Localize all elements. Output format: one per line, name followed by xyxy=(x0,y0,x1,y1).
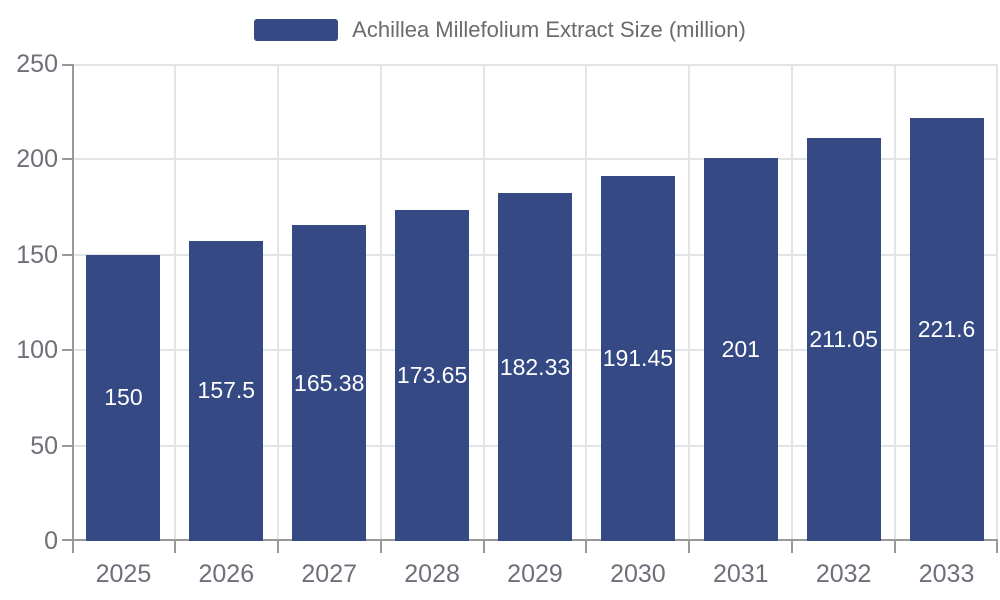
plot-area: 0 50 100 150 200 250 150 2025 157.5 2026 165.38 202… xyxy=(16,50,998,588)
legend-swatch-icon xyxy=(254,19,339,41)
gridline-x xyxy=(688,64,691,541)
bar-value-label: 221.6 xyxy=(917,316,976,343)
bar-value-label: 157.5 xyxy=(197,377,256,404)
gridline-x xyxy=(996,64,998,541)
x-axis-label: 2030 xyxy=(610,560,666,588)
bar-2030[interactable]: 191.45 xyxy=(600,175,675,541)
y-axis-tick xyxy=(62,158,72,161)
bar-2031[interactable]: 201 xyxy=(703,157,778,541)
bar-2029[interactable]: 182.33 xyxy=(498,193,572,541)
y-axis-tick xyxy=(62,539,72,541)
y-axis-label: 250 xyxy=(16,50,58,78)
bar-value-label: 211.05 xyxy=(809,326,878,353)
bar-2027[interactable]: 165.38 xyxy=(292,225,367,541)
x-axis-label: 2029 xyxy=(507,560,563,588)
bar-2025[interactable]: 150 xyxy=(86,254,161,541)
bar-2032[interactable]: 211.05 xyxy=(806,138,881,541)
y-axis-tick xyxy=(62,444,72,447)
x-axis-tick xyxy=(72,541,74,553)
x-axis-label: 2032 xyxy=(815,560,872,588)
bar-value-label: 191.45 xyxy=(602,344,674,371)
gridline-y xyxy=(72,158,998,161)
x-axis-tick xyxy=(379,541,382,553)
x-axis-label: 2027 xyxy=(301,560,358,588)
gridline-x xyxy=(276,64,279,541)
x-axis-tick xyxy=(585,541,588,553)
x-axis-tick xyxy=(688,541,691,553)
gridline-x xyxy=(894,64,897,541)
y-axis-tick xyxy=(62,64,72,66)
legend: Achillea Millefolium Extract Size (milli… xyxy=(0,8,1000,52)
bar-value-label: 201 xyxy=(721,335,760,362)
y-axis-label: 50 xyxy=(30,431,58,460)
x-axis-label: 2033 xyxy=(918,560,975,588)
gridline-y xyxy=(72,64,998,66)
gridline-x xyxy=(173,64,176,541)
bar-value-label: 165.38 xyxy=(294,369,365,396)
bar-2033[interactable]: 221.6 xyxy=(909,118,984,541)
gridline-x xyxy=(585,64,588,541)
y-axis-label: 200 xyxy=(16,145,58,174)
x-axis-tick xyxy=(482,541,485,553)
gridline-x xyxy=(791,64,794,541)
bar-value-label: 150 xyxy=(104,384,143,411)
y-axis-label: 0 xyxy=(44,527,58,555)
y-axis-tick xyxy=(62,349,72,352)
bar-2028[interactable]: 173.65 xyxy=(395,209,470,541)
x-axis-label: 2031 xyxy=(712,560,769,588)
x-axis-label: 2026 xyxy=(198,560,255,588)
x-axis-tick xyxy=(276,541,279,553)
x-axis-tick xyxy=(996,541,998,553)
y-axis-label: 150 xyxy=(16,240,58,269)
y-axis-label: 100 xyxy=(16,336,58,365)
x-axis-tick xyxy=(894,541,897,553)
gridline-x xyxy=(379,64,382,541)
bar-2026[interactable]: 157.5 xyxy=(189,240,264,541)
x-axis-label: 2025 xyxy=(95,560,152,588)
legend-label: Achillea Millefolium Extract Size (milli… xyxy=(352,17,746,42)
x-axis-tick xyxy=(173,541,176,553)
legend-item[interactable]: Achillea Millefolium Extract Size (milli… xyxy=(254,17,746,43)
bar-value-label: 173.65 xyxy=(396,361,468,388)
y-axis-line xyxy=(72,64,74,541)
bar-value-label: 182.33 xyxy=(499,353,571,380)
x-axis-label: 2028 xyxy=(404,560,460,588)
y-axis-tick xyxy=(62,253,72,256)
gridline-x xyxy=(482,64,485,541)
x-axis-tick xyxy=(791,541,794,553)
